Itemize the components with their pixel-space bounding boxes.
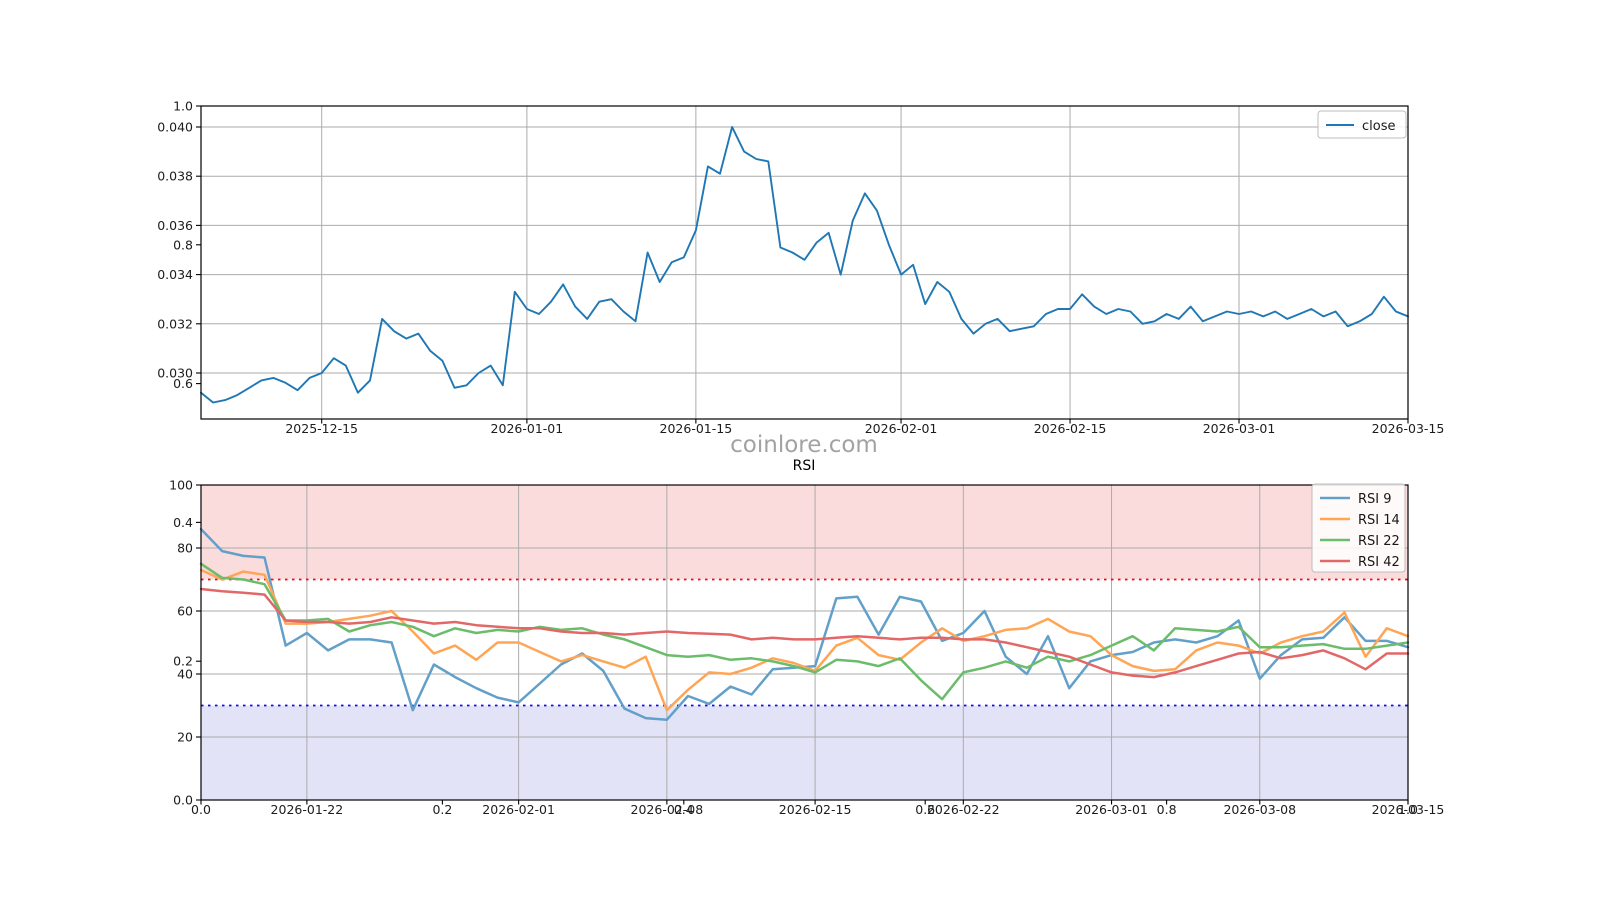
figure-x-tick-label: 0.8 bbox=[1157, 802, 1177, 817]
price-x-tick-label: 2026-02-15 bbox=[1034, 421, 1107, 436]
price-y-tick-label: 0.030 bbox=[157, 366, 193, 381]
price-legend: close bbox=[1317, 110, 1407, 139]
rsi22-legend-label: RSI 22 bbox=[1358, 534, 1400, 549]
price-x-tick-label: 2026-03-01 bbox=[1203, 421, 1276, 436]
rsi-y-tick-label: 80 bbox=[177, 541, 193, 556]
rsi-y-tick-label: 100 bbox=[169, 478, 193, 493]
rsi-line-rsi-22 bbox=[199, 562, 1410, 701]
figure-x-tick-label: 0.6 bbox=[915, 802, 935, 817]
price-y-tick-label: 0.038 bbox=[157, 169, 193, 184]
oversold-band bbox=[201, 705, 1408, 800]
price-y-tick-label: 0.034 bbox=[157, 267, 193, 282]
price-legend-label: close bbox=[1362, 119, 1395, 134]
overbought-band bbox=[201, 485, 1408, 580]
rsi-y-tick-label: 20 bbox=[177, 730, 193, 745]
price-axes-border bbox=[200, 105, 1409, 420]
price-legend-box bbox=[1317, 110, 1407, 139]
rsi-line-rsi-42 bbox=[199, 587, 1410, 679]
rsi-line-rsi-14 bbox=[199, 568, 1410, 712]
price-y-tick-label: 0.036 bbox=[157, 218, 193, 233]
watermark: coinlore.com bbox=[730, 432, 878, 458]
rsi9-legend-label: RSI 9 bbox=[1358, 492, 1392, 507]
figure-y-tick-label: 0.6 bbox=[173, 376, 193, 391]
rsi-x-tick-label: 2026-03-15 bbox=[1372, 802, 1445, 817]
rsi-x-tick-label: 2026-02-01 bbox=[482, 802, 555, 817]
price-y-tick-label: 0.040 bbox=[157, 120, 193, 135]
rsi-title: RSI bbox=[793, 458, 816, 474]
rsi-x-tick-label: 2026-02-08 bbox=[631, 802, 704, 817]
rsi-x-tick-label: 2026-01-22 bbox=[271, 802, 344, 817]
figure-x-tick-label: 0.2 bbox=[432, 802, 452, 817]
price-x-tick-label: 2025-12-15 bbox=[285, 421, 358, 436]
price-x-tick-label: 2026-03-15 bbox=[1372, 421, 1445, 436]
rsi-y-tick-label: 40 bbox=[177, 667, 193, 682]
close-line bbox=[200, 126, 1409, 404]
figure-y-tick-label: 0.0 bbox=[173, 793, 193, 808]
rsi-chart: 0.4 0.2 0.0 100 80 60 40 20 2026-01-22 2026-02-01… bbox=[169, 478, 1444, 818]
rsi-legend-box bbox=[1311, 483, 1406, 573]
rsi-x-tick-label: 2026-03-08 bbox=[1223, 802, 1296, 817]
figure-y-tick-label: 1.0 bbox=[173, 99, 193, 114]
figure-x-tick-label: 1.0 bbox=[1398, 802, 1418, 817]
price-chart: 0.040 0.038 0.036 0.034 0.032 0.030 2025-12-15… bbox=[157, 99, 1444, 437]
rsi-x-tick-label: 2026-02-15 bbox=[779, 802, 852, 817]
figure-y-tick-label: 0.4 bbox=[173, 515, 193, 530]
figure-y-tick-label: 0.2 bbox=[173, 654, 193, 669]
price-x-tick-label: 2026-02-01 bbox=[865, 421, 938, 436]
rsi-axes-border bbox=[200, 484, 1409, 801]
rsi14-legend-label: RSI 14 bbox=[1358, 513, 1400, 528]
figure-x-tick-label: 0.4 bbox=[674, 802, 694, 817]
figure-y-tick-label: 0.8 bbox=[173, 237, 193, 252]
rsi-x-tick-label: 2026-02-22 bbox=[927, 802, 1000, 817]
price-y-tick-label: 0.032 bbox=[157, 316, 193, 331]
rsi-legend: RSI 9 RSI 14 RSI 22 RSI 42 bbox=[1311, 483, 1406, 573]
rsi-y-tick-label: 60 bbox=[177, 604, 193, 619]
price-x-tick-label: 2026-01-15 bbox=[660, 421, 733, 436]
rsi42-legend-label: RSI 42 bbox=[1358, 555, 1400, 570]
rsi-x-tick-label: 2026-03-01 bbox=[1075, 802, 1148, 817]
figure-x-tick-label: 0.0 bbox=[191, 802, 211, 817]
price-x-tick-label: 2026-01-01 bbox=[491, 421, 564, 436]
